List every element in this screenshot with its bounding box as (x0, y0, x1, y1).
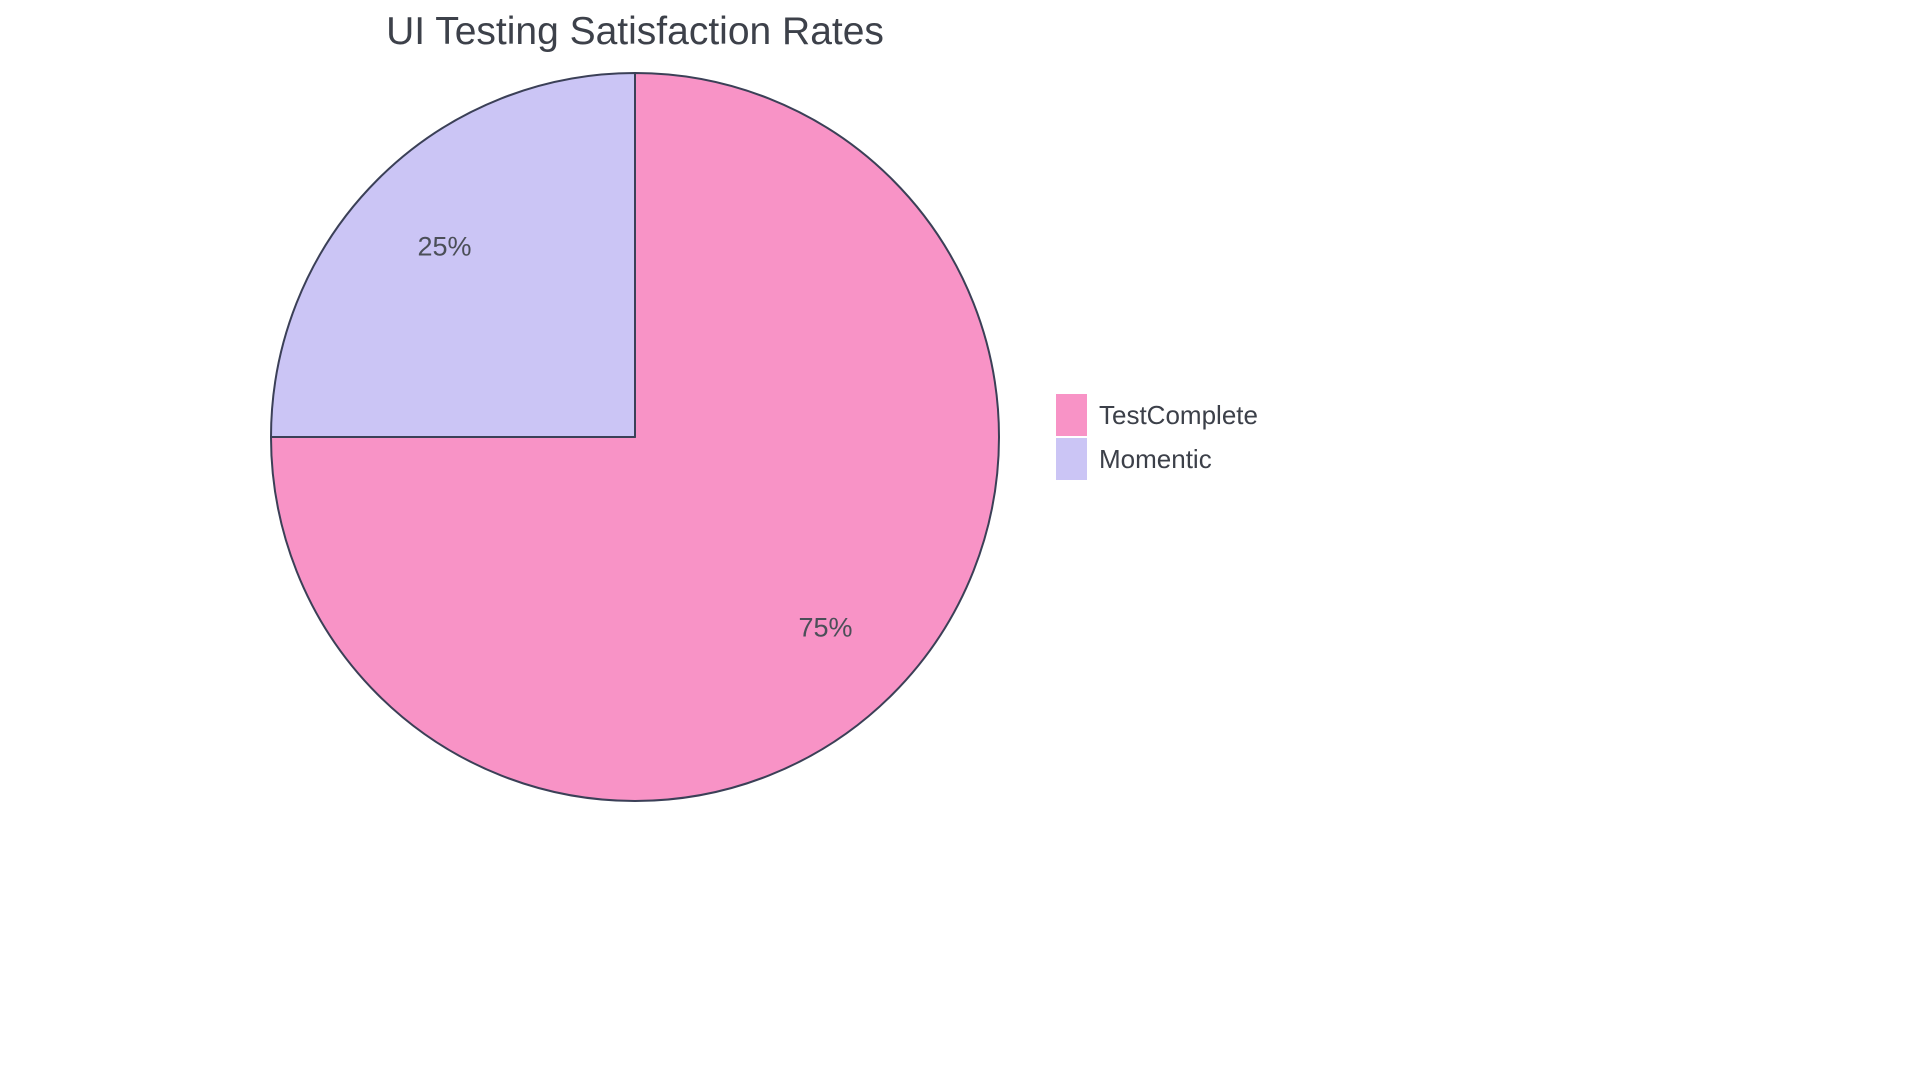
legend: TestComplete Momentic (1056, 394, 1258, 482)
legend-label: Momentic (1099, 443, 1212, 474)
legend-swatch (1056, 438, 1087, 480)
legend-swatch (1056, 394, 1087, 436)
legend-item-testcomplete: TestComplete (1056, 394, 1258, 436)
slice-label-momentic: 25% (418, 232, 472, 262)
legend-item-momentic: Momentic (1056, 438, 1258, 480)
pie-slice-momentic (270, 72, 636, 438)
slice-label-testcomplete: 75% (798, 612, 852, 642)
chart-title: UI Testing Satisfaction Rates (386, 10, 884, 53)
legend-label: TestComplete (1099, 399, 1258, 430)
